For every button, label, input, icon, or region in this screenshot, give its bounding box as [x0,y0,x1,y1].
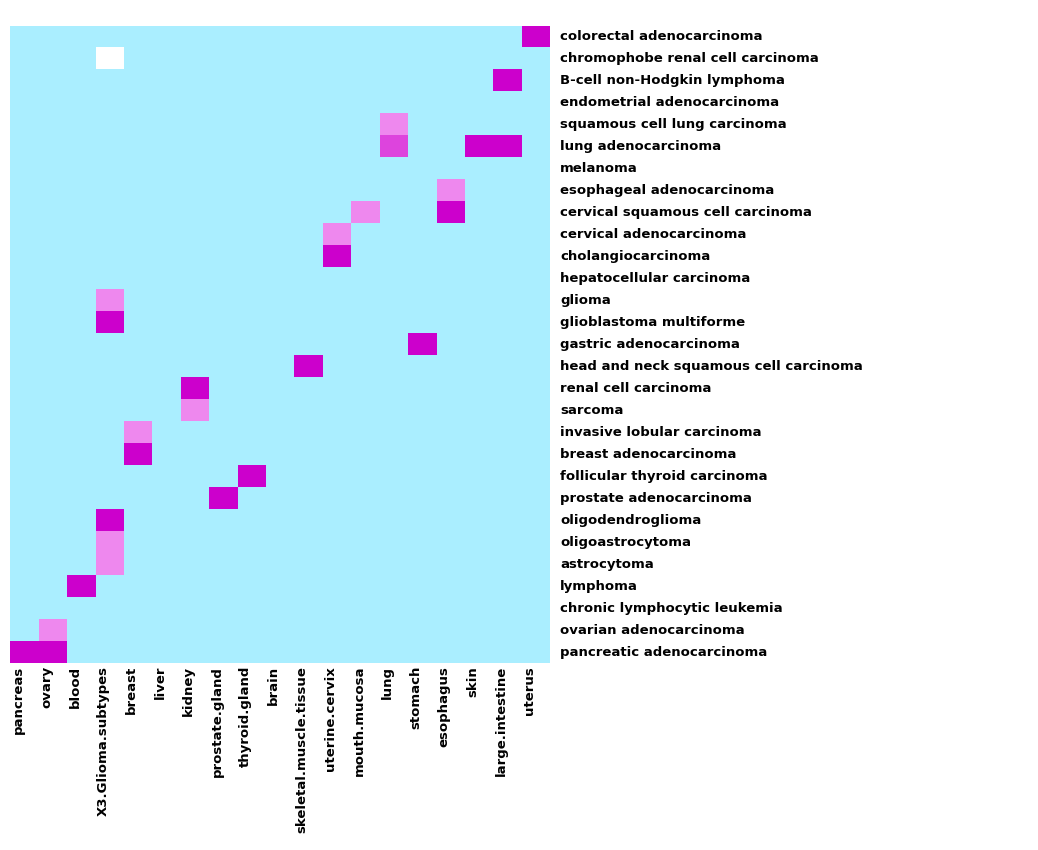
Bar [323,224,351,246]
Bar [238,465,266,487]
Text: B-cell non-Hodgkin lymphoma: B-cell non-Hodgkin lymphoma [561,74,785,87]
Text: oligoastrocytoma: oligoastrocytoma [561,536,691,548]
Text: cervical adenocarcinoma: cervical adenocarcinoma [561,228,746,241]
Bar [38,641,67,663]
Bar [408,333,437,355]
Text: esophageal adenocarcinoma: esophageal adenocarcinoma [561,184,774,197]
Text: pancreatic adenocarcinoma: pancreatic adenocarcinoma [561,645,767,659]
Bar [38,619,67,641]
Text: astrocytoma: astrocytoma [561,558,654,570]
Bar [493,70,522,92]
Text: renal cell carcinoma: renal cell carcinoma [561,382,711,394]
Text: endometrial adenocarcinoma: endometrial adenocarcinoma [561,96,780,109]
Bar [210,487,238,509]
Text: sarcoma: sarcoma [561,404,624,416]
Text: lung adenocarcinoma: lung adenocarcinoma [561,140,721,153]
Bar [181,377,210,399]
Text: gastric adenocarcinoma: gastric adenocarcinoma [561,337,740,351]
Bar [95,509,124,531]
Text: colorectal adenocarcinoma: colorectal adenocarcinoma [561,30,763,43]
Bar [522,26,550,48]
Bar [95,289,124,311]
Text: chromophobe renal cell carcinoma: chromophobe renal cell carcinoma [561,52,819,65]
Text: breast adenocarcinoma: breast adenocarcinoma [561,448,736,461]
Text: follicular thyroid carcinoma: follicular thyroid carcinoma [561,470,767,483]
Text: chronic lymphocytic leukemia: chronic lymphocytic leukemia [561,602,783,615]
Text: invasive lobular carcinoma: invasive lobular carcinoma [561,426,762,439]
Bar [95,531,124,553]
Text: hepatocellular carcinoma: hepatocellular carcinoma [561,272,750,285]
Bar [124,443,153,465]
Bar [95,553,124,575]
Text: prostate adenocarcinoma: prostate adenocarcinoma [561,491,752,505]
Bar [67,575,95,597]
Bar [124,422,153,443]
Bar [295,355,323,377]
Bar [493,135,522,157]
Bar [95,48,124,70]
Text: cholangiocarcinoma: cholangiocarcinoma [561,250,710,263]
Bar [351,201,380,224]
Bar [437,201,465,224]
Text: melanoma: melanoma [561,162,637,175]
Bar [181,400,210,422]
Bar [465,135,493,157]
Text: lymphoma: lymphoma [561,580,638,592]
Text: oligodendroglioma: oligodendroglioma [561,513,702,527]
Bar [10,641,38,663]
Text: cervical squamous cell carcinoma: cervical squamous cell carcinoma [561,206,812,218]
Text: head and neck squamous cell carcinoma: head and neck squamous cell carcinoma [561,360,863,373]
Bar [380,135,408,157]
Bar [437,179,465,201]
Text: glioma: glioma [561,294,610,307]
Bar [95,311,124,333]
Text: squamous cell lung carcinoma: squamous cell lung carcinoma [561,118,787,131]
Bar [380,113,408,135]
Text: ovarian adenocarcinoma: ovarian adenocarcinoma [561,624,744,637]
Text: glioblastoma multiforme: glioblastoma multiforme [561,315,745,329]
Bar [323,246,351,267]
